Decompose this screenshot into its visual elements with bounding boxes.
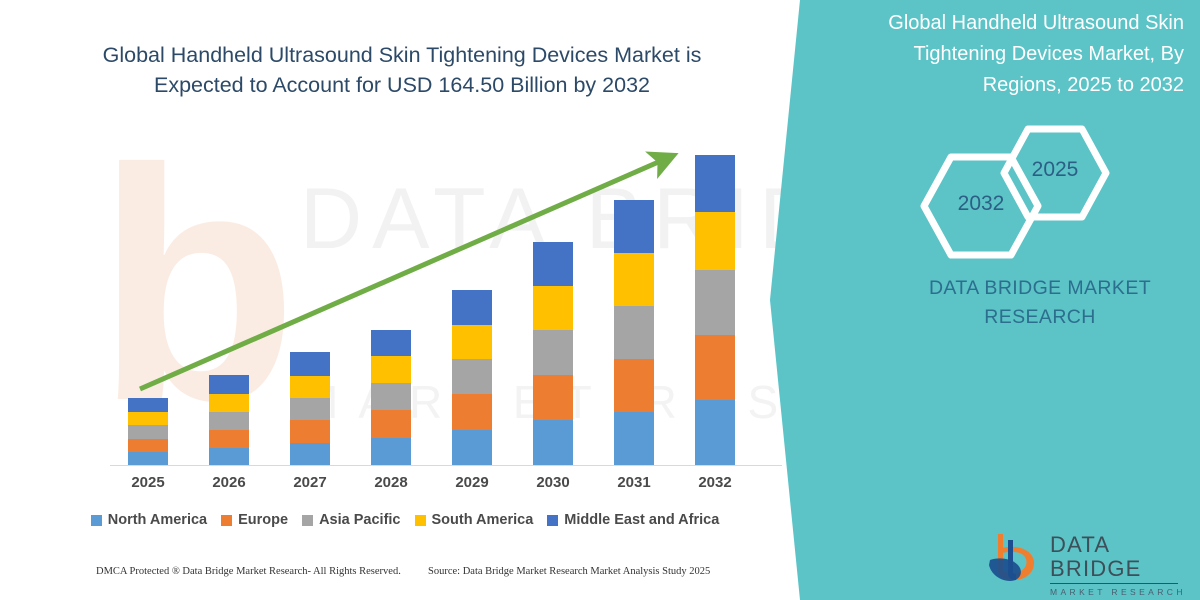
bar-segment-europe	[533, 375, 573, 420]
bar-2026	[209, 375, 249, 465]
x-axis-label-2032: 2032	[698, 474, 732, 491]
bar-2029	[452, 290, 492, 465]
bar-segment-north-america	[614, 412, 654, 465]
bar-segment-asia-pacific	[533, 330, 573, 375]
bar-2028	[371, 330, 411, 465]
bar-2027	[290, 352, 330, 465]
chart-panel: Global Handheld Ultrasound Skin Tighteni…	[0, 43, 810, 592]
bar-2032	[695, 155, 735, 465]
footer-dmca-text: DMCA Protected ® Data Bridge Market Rese…	[96, 566, 401, 577]
bar-segment-north-america	[128, 452, 168, 465]
right-panel-brand: DATA BRIDGE MARKET RESEARCH	[900, 274, 1180, 332]
legend-label: Asia Pacific	[319, 512, 401, 528]
legend-item-asia-pacific[interactable]: Asia Pacific	[302, 512, 401, 528]
legend-label: Europe	[238, 512, 289, 528]
bar-segment-middle-east-and-africa	[533, 242, 573, 286]
hexagon-badges: 2025 2032	[920, 125, 1140, 259]
logo-divider	[1050, 583, 1178, 584]
bar-segment-middle-east-and-africa	[371, 330, 411, 356]
bar-segment-asia-pacific	[614, 306, 654, 359]
chart-x-axis	[110, 465, 782, 466]
bar-segment-north-america	[371, 438, 411, 465]
bar-segment-north-america	[209, 448, 249, 465]
legend-swatch-icon	[414, 514, 426, 526]
x-axis-label-2030: 2030	[536, 474, 570, 491]
bar-segment-europe	[290, 420, 330, 443]
bar-segment-north-america	[695, 400, 735, 465]
right-teal-panel	[770, 0, 1200, 600]
bar-segment-middle-east-and-africa	[452, 290, 492, 325]
data-bridge-logo: DATA BRIDGE MARKET RESEARCH	[988, 530, 1188, 597]
data-bridge-logo-tagline: MARKET RESEARCH	[1050, 587, 1186, 597]
bar-segment-asia-pacific	[290, 398, 330, 420]
trend-arrow-icon	[138, 151, 679, 392]
bar-segment-south-america	[371, 356, 411, 383]
bar-segment-europe	[452, 394, 492, 430]
bar-2025	[128, 398, 168, 465]
legend-item-south-america[interactable]: South America	[414, 512, 534, 528]
bar-segment-asia-pacific	[209, 412, 249, 430]
bar-segment-middle-east-and-africa	[209, 375, 249, 394]
chart-title: Global Handheld Ultrasound Skin Tighteni…	[102, 43, 702, 97]
bar-segment-south-america	[533, 286, 573, 330]
x-axis-label-2026: 2026	[212, 474, 246, 491]
bar-segment-south-america	[695, 212, 735, 270]
bar-segment-north-america	[452, 430, 492, 465]
bar-segment-europe	[695, 335, 735, 400]
bar-segment-europe	[371, 410, 411, 438]
bar-segment-south-america	[209, 394, 249, 412]
bar-series-group	[110, 140, 780, 465]
legend-label: Middle East and Africa	[564, 512, 720, 528]
bar-segment-europe	[128, 439, 168, 452]
bar-segment-asia-pacific	[128, 425, 168, 439]
data-bridge-logo-name: DATA BRIDGE	[1050, 532, 1142, 581]
bar-segment-asia-pacific	[452, 359, 492, 394]
legend-label: South America	[431, 512, 534, 528]
x-axis-label-2028: 2028	[374, 474, 408, 491]
x-axis-labels: 2025 2026 2027 2028 2029 2030 2031 2032	[110, 474, 780, 498]
hexagon-badge-2032: 2032	[920, 153, 1042, 259]
legend-swatch-icon	[221, 514, 233, 526]
legend-item-europe[interactable]: Europe	[221, 512, 288, 528]
legend-item-north-america[interactable]: North America	[90, 512, 208, 528]
bar-segment-asia-pacific	[695, 270, 735, 335]
footer: DMCA Protected ® Data Bridge Market Rese…	[0, 566, 810, 592]
hexagon-badge-2032-label: 2032	[957, 192, 1005, 215]
bar-segment-north-america	[290, 443, 330, 465]
bar-segment-middle-east-and-africa	[614, 200, 654, 253]
x-axis-label-2025: 2025	[131, 474, 165, 491]
bar-segment-south-america	[614, 253, 654, 306]
bar-segment-middle-east-and-africa	[695, 155, 735, 212]
x-axis-label-2027: 2027	[293, 474, 327, 491]
legend-label: North America	[107, 512, 208, 528]
bar-segment-south-america	[128, 412, 168, 425]
bar-segment-middle-east-and-africa	[128, 398, 168, 412]
bar-2030	[533, 242, 573, 465]
bar-2031	[614, 200, 654, 465]
data-bridge-logo-mark-icon	[989, 534, 1035, 581]
right-panel-brand-line-1: DATA BRIDGE MARKET	[928, 277, 1152, 299]
bar-segment-europe	[614, 359, 654, 412]
hexagon-badge-2025: 2025	[1000, 125, 1110, 221]
x-axis-label-2031: 2031	[617, 474, 651, 491]
legend-swatch-icon	[302, 514, 314, 526]
bar-segment-europe	[209, 430, 249, 448]
legend-swatch-icon	[90, 514, 102, 526]
right-panel-brand-line-2: RESEARCH	[984, 306, 1096, 328]
hexagon-badge-2025-label: 2025	[1031, 158, 1079, 181]
bar-segment-south-america	[290, 376, 330, 398]
bar-segment-south-america	[452, 325, 492, 359]
chart-legend: North America Europe Asia Pacific South Ame…	[0, 512, 810, 528]
legend-item-middle-east-and-africa[interactable]: Middle East and Africa	[547, 512, 719, 528]
legend-swatch-icon	[547, 514, 559, 526]
bar-segment-asia-pacific	[371, 383, 411, 410]
bar-segment-north-america	[533, 420, 573, 465]
right-panel-title: Global Handheld Ultrasound Skin Tighteni…	[888, 12, 1184, 96]
x-axis-label-2029: 2029	[455, 474, 489, 491]
data-bridge-logo-text: DATA BRIDGE MARKET RESEARCH	[1050, 533, 1188, 597]
footer-source-text: Source: Data Bridge Market Research Mark…	[428, 566, 711, 577]
bar-segment-middle-east-and-africa	[290, 352, 330, 376]
